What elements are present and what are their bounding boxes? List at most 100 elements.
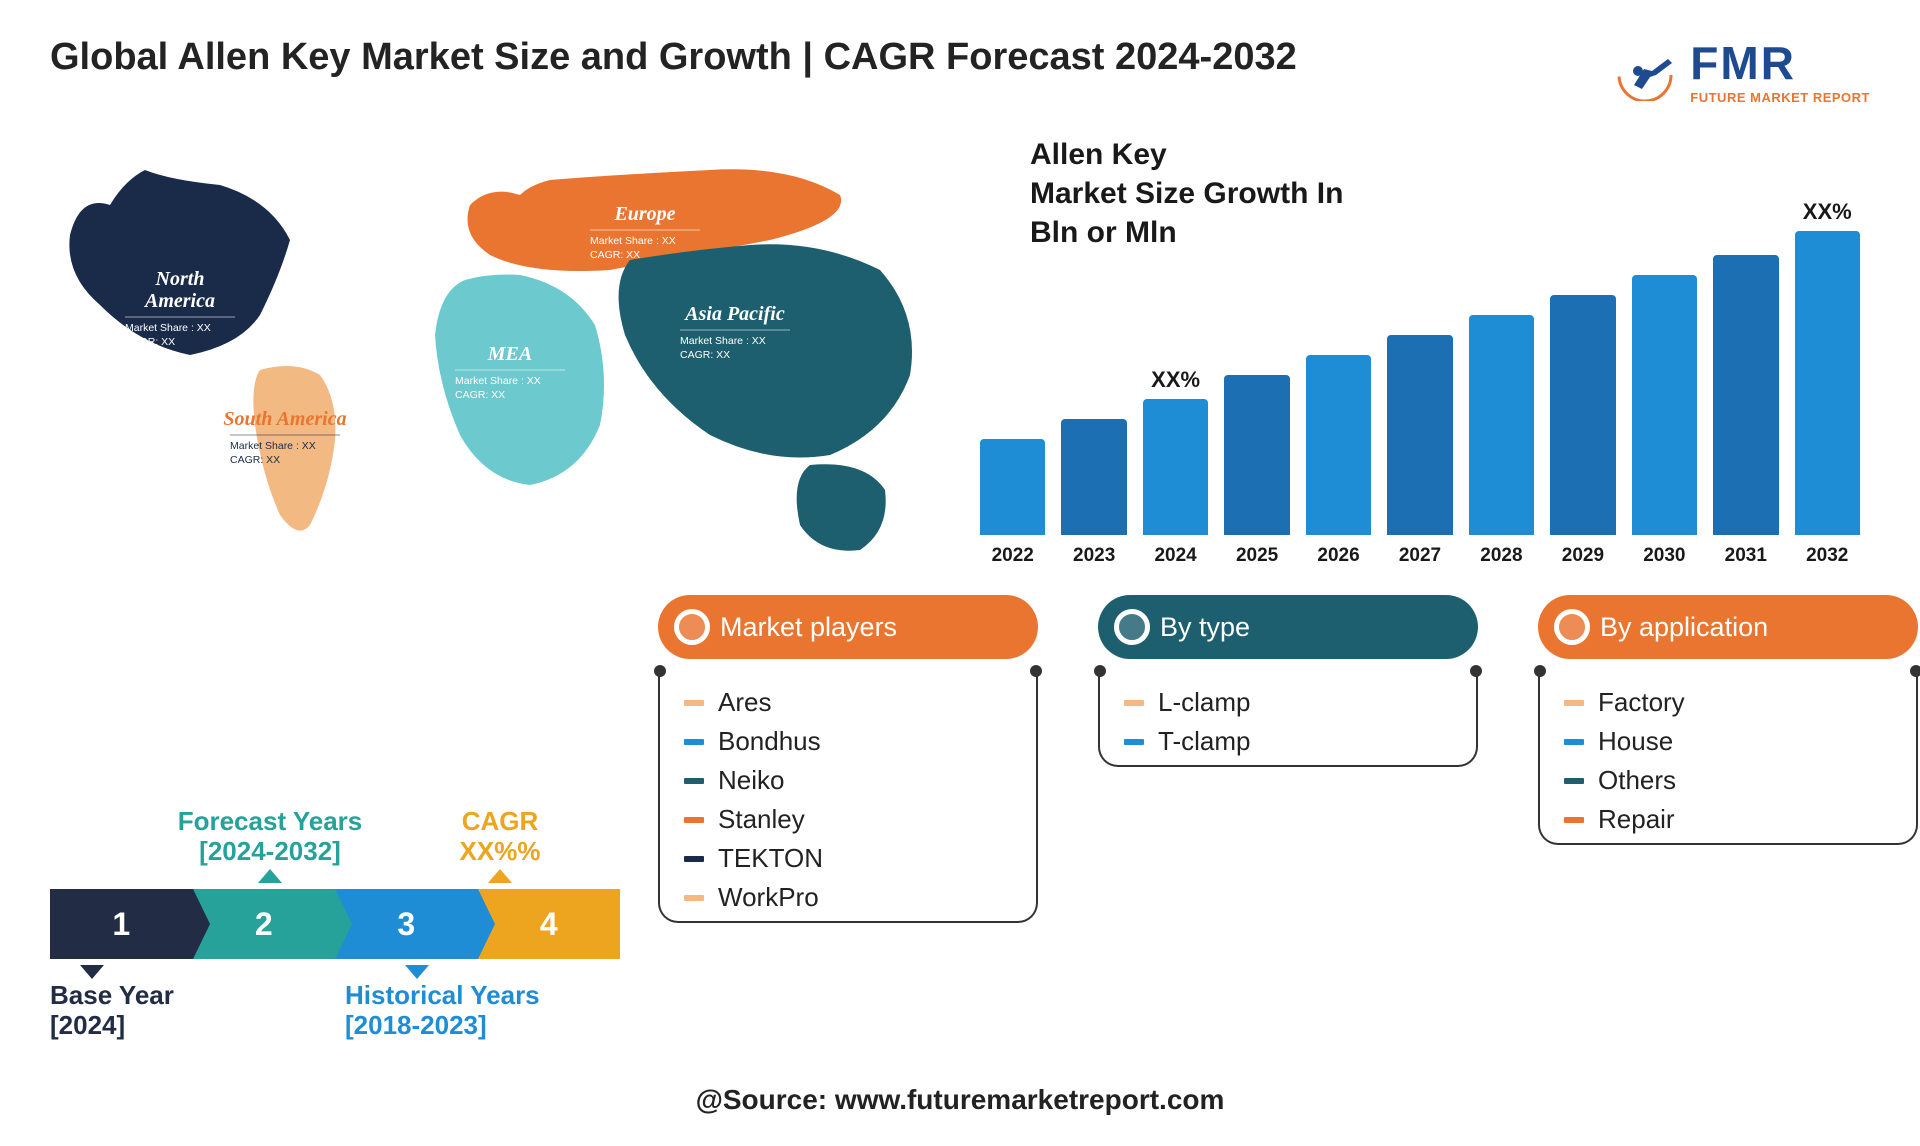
timeline-bar: 1234 [50,889,620,959]
bar-rect [1469,315,1534,535]
segment-list: L-clamp T-clamp [1124,687,1476,757]
segment-item-label: TEKTON [718,843,823,874]
bar-year-label: 2022 [992,545,1034,567]
segment-pill: Market players [658,595,1038,659]
historical-years-label: Historical Years[2018-2023] [345,965,585,1041]
segments-row: Market players Ares Bondhus Neiko Stanley TEK… [658,595,1918,923]
tick-icon [684,856,704,862]
segment-item: TEKTON [684,843,1036,874]
bar-2029: 2029 [1550,295,1615,535]
segment-item-label: Stanley [718,804,805,835]
timeline-seg-3: 3 [335,889,478,959]
bar-2027: 2027 [1387,335,1452,535]
tick-icon [684,778,704,784]
tick-icon [1564,778,1584,784]
svg-text:Market Share : XX: Market Share : XX [590,235,676,247]
segment-item: Repair [1564,804,1916,835]
bar-year-label: 2026 [1317,545,1359,567]
svg-text:CAGR: XX: CAGR: XX [455,389,505,401]
svg-text:CAGR: XX: CAGR: XX [680,349,730,361]
svg-text:CAGR: XX: CAGR: XX [590,249,640,261]
svg-text:North: North [155,268,205,290]
tick-icon [1124,700,1144,706]
bar-rect [1713,255,1778,535]
bar-rect [1306,355,1371,535]
bar-2023: 2023 [1061,419,1126,535]
segment-item-label: Neiko [718,765,784,796]
segment-item-label: L-clamp [1158,687,1250,718]
timeline-seg-2: 2 [193,889,336,959]
svg-text:Asia Pacific: Asia Pacific [683,303,785,325]
svg-text:Market Share : XX: Market Share : XX [680,335,766,347]
bar-pct-label: XX% [1803,199,1852,225]
bar-year-label: 2030 [1643,545,1685,567]
segment-item: Ares [684,687,1036,718]
bar-2022: 2022 [980,439,1045,535]
bar-rect [1550,295,1615,535]
pointer-down-icon [405,965,429,979]
tick-icon [1564,700,1584,706]
pointer-down-icon [80,965,104,979]
tick-icon [684,895,704,901]
svg-text:Market Share : XX: Market Share : XX [125,322,211,334]
segment-item: Factory [1564,687,1916,718]
pointer-up-icon [488,869,512,883]
bar-rect [1061,419,1126,535]
segment-item-label: Repair [1598,804,1675,835]
svg-text:CAGR: XX: CAGR: XX [125,336,175,348]
segment-item-label: WorkPro [718,882,819,913]
bar-pct-label: XX% [1151,367,1200,393]
segment-bracket: L-clamp T-clamp [1098,671,1478,767]
segment-market-players: Market players Ares Bondhus Neiko Stanley TEK… [658,595,1038,923]
cagr-label: CAGRXX%% [430,807,570,883]
bar-2024: 2024XX% [1143,399,1208,535]
base-year-label: Base Year[2024] [50,965,230,1041]
tick-icon [684,817,704,823]
segment-by-type: By type L-clamp T-clamp [1098,595,1478,923]
source-line: @Source: www.futuremarketreport.com [0,1084,1920,1116]
tick-icon [684,700,704,706]
segment-pill: By application [1538,595,1918,659]
tick-icon [1564,739,1584,745]
tick-icon [1124,739,1144,745]
segment-item: Others [1564,765,1916,796]
bar-rect [1795,231,1860,535]
logo-code: FMR [1690,36,1870,90]
segment-bracket: Factory House Others Repair [1538,671,1918,845]
svg-text:MEA: MEA [487,343,532,365]
segment-item: Neiko [684,765,1036,796]
bar-year-label: 2024 [1154,545,1196,567]
bar-year-label: 2027 [1399,545,1441,567]
svg-text:South America: South America [223,408,346,430]
bar-rect [1224,375,1289,535]
page-title: Global Allen Key Market Size and Growth … [50,36,1297,79]
bar-2025: 2025 [1224,375,1289,535]
segment-item: L-clamp [1124,687,1476,718]
bar-rect [1143,399,1208,535]
timeline-seg-1: 1 [50,889,193,959]
world-map: NorthAmerica Market Share : XX CAGR: XX Sou… [50,145,950,565]
segment-item: Bondhus [684,726,1036,757]
segment-bracket: Ares Bondhus Neiko Stanley TEKTON WorkPro [658,671,1038,923]
svg-text:America: America [143,290,215,312]
segment-item-label: Factory [1598,687,1685,718]
bar-2026: 2026 [1306,355,1371,535]
segment-pill: By type [1098,595,1478,659]
bar-rect [1387,335,1452,535]
segment-item: WorkPro [684,882,1036,913]
bar-year-label: 2028 [1480,545,1522,567]
segment-item-label: Bondhus [718,726,821,757]
tick-icon [1564,817,1584,823]
segment-item-label: T-clamp [1158,726,1250,757]
svg-text:CAGR: XX: CAGR: XX [230,454,280,466]
segment-item: House [1564,726,1916,757]
tick-icon [684,739,704,745]
telescope-icon [1610,41,1680,101]
logo-subtitle: FUTURE MARKET REPORT [1690,90,1870,105]
pointer-up-icon [258,869,282,883]
bar-year-label: 2029 [1562,545,1604,567]
bar-year-label: 2025 [1236,545,1278,567]
brand-logo: FMR FUTURE MARKET REPORT [1610,36,1870,105]
timeline-panel: Forecast Years[2024-2032] CAGRXX%% 1234 … [50,807,620,1041]
segment-item-label: House [1598,726,1673,757]
